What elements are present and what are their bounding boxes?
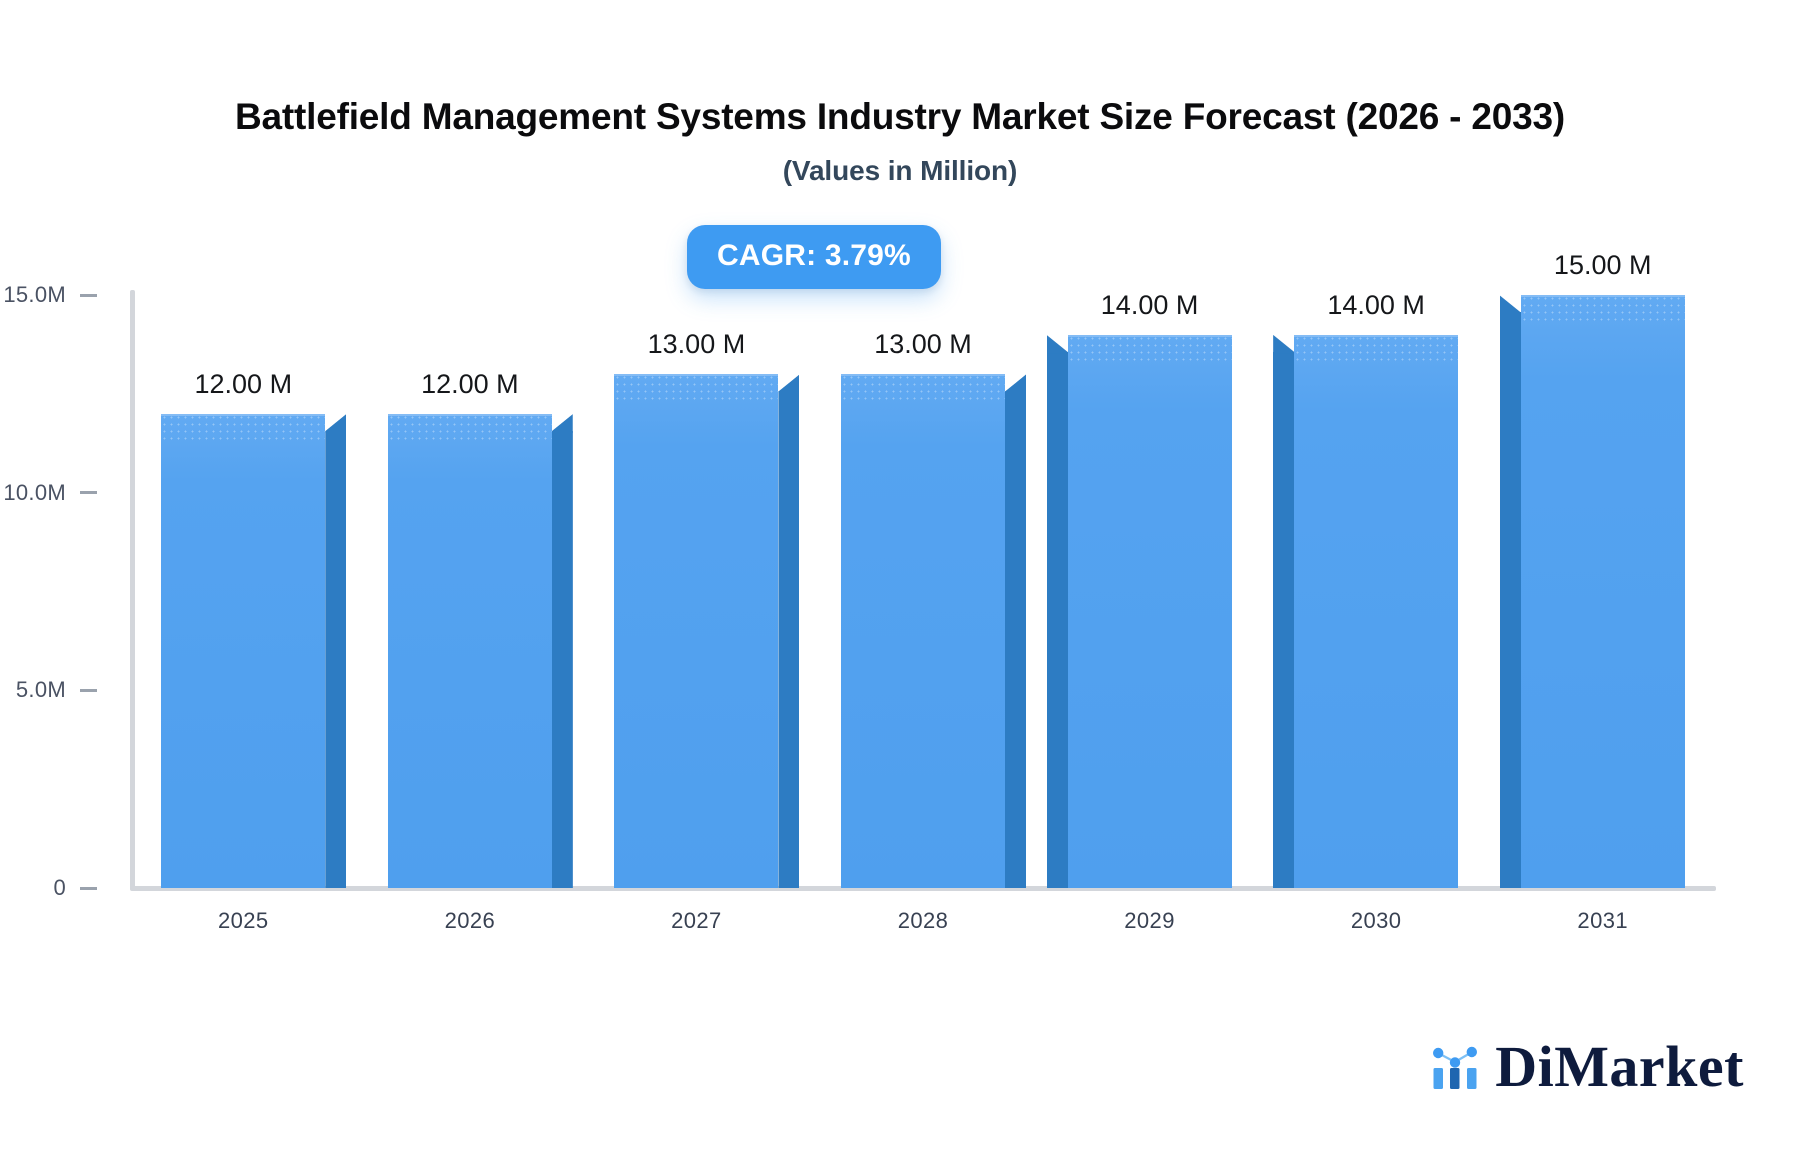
- y-axis-tick: 5.0M: [16, 677, 97, 703]
- bar-top-bevel: [1273, 334, 1295, 354]
- bar[interactable]: [387, 413, 573, 888]
- bar-front-face: [1520, 295, 1685, 888]
- bar-top-bevel: [551, 413, 573, 433]
- bar-chart-icon: [1429, 1041, 1481, 1093]
- bar[interactable]: [1046, 334, 1232, 888]
- bar-side-face: [325, 413, 347, 888]
- x-axis-line: [130, 886, 1716, 891]
- bar[interactable]: [161, 413, 347, 888]
- bar-top-bevel: [1499, 295, 1521, 315]
- bar-side-face: [551, 413, 573, 888]
- bar-value-label: 15.00 M: [1553, 250, 1652, 281]
- bar-value-label: 13.00 M: [874, 329, 972, 360]
- y-axis-line: [130, 290, 135, 890]
- bar-side-face: [1005, 374, 1026, 888]
- bar-value-label: 12.00 M: [421, 368, 519, 399]
- bar-top-bevel: [325, 413, 347, 433]
- bar-slot: 13.00 M: [614, 240, 800, 888]
- y-axis-tick-label: 10.0M: [3, 479, 66, 505]
- page-title: Battlefield Management Systems Industry …: [234, 96, 1566, 137]
- y-axis-tick: 0: [53, 875, 97, 901]
- bar-slot: 14.00 M: [1273, 240, 1459, 888]
- bar-value-label: 14.00 M: [1100, 289, 1199, 320]
- y-axis-tick: 10.0M: [3, 480, 97, 506]
- bar-side-face: [778, 374, 800, 888]
- bar-slot: 12.00 M: [387, 240, 573, 888]
- x-axis-label: 2028: [897, 908, 949, 933]
- bar-series: 12.00 M 12.00 M 13.00 M 13.00 M 14.00 M 14.00…: [130, 240, 1716, 888]
- y-axis-tick-label: 5.0M: [15, 677, 66, 703]
- x-axis-label: 2026: [444, 908, 496, 933]
- bar-slot: 12.00 M: [161, 240, 347, 888]
- title-block: Battlefield Management Systems Industry …: [0, 96, 1800, 187]
- bar-slot: 14.00 M: [1046, 240, 1232, 888]
- brand-logo: DiMarket: [1429, 1038, 1744, 1096]
- x-axis-label: 2029: [1124, 908, 1175, 933]
- bar-value-label: 12.00 M: [194, 368, 293, 399]
- bar-value-label: 13.00 M: [647, 329, 746, 360]
- bar-slot: 13.00 M: [841, 240, 1026, 888]
- bar[interactable]: [1499, 295, 1685, 888]
- x-axis-label: 2025: [218, 908, 269, 933]
- cagr-badge[interactable]: CAGR: 3.79%: [687, 225, 941, 289]
- y-axis-tick-mark: [80, 293, 97, 297]
- bar-value-label: 14.00 M: [1327, 289, 1425, 320]
- bar-front-face: [161, 413, 326, 888]
- bar-front-face: [1067, 334, 1232, 888]
- y-axis-tick-label: 15.0M: [3, 282, 66, 308]
- bar-front-face: [1294, 334, 1459, 888]
- x-axis-label: 2027: [671, 908, 722, 933]
- y-axis-tick-mark: [80, 491, 97, 495]
- bar[interactable]: [841, 374, 1026, 888]
- bar-side-face: [1046, 334, 1068, 888]
- bar[interactable]: [614, 374, 800, 888]
- bar-front-face: [841, 374, 1005, 888]
- bar-slot: 15.00 M: [1499, 240, 1685, 888]
- bar-top-bevel: [1005, 374, 1026, 394]
- x-axis-label: 2030: [1350, 908, 1402, 933]
- y-axis-tick: 15.0M: [3, 282, 97, 308]
- y-axis-tick-mark: [80, 886, 97, 890]
- x-axis-label: 2031: [1577, 908, 1628, 933]
- bar-top-bevel: [778, 374, 800, 394]
- bar-front-face: [614, 374, 779, 888]
- bar-side-face: [1273, 334, 1295, 888]
- bar-top-bevel: [1046, 334, 1068, 354]
- y-axis-tick-mark: [80, 688, 97, 692]
- bar-front-face: [387, 413, 552, 888]
- y-axis-tick-label: 0: [53, 875, 66, 900]
- chart-subtitle: (Values in Million): [782, 154, 1018, 186]
- logo-wordmark: DiMarket: [1495, 1034, 1744, 1099]
- bar[interactable]: [1273, 334, 1459, 888]
- bar-side-face: [1499, 295, 1521, 888]
